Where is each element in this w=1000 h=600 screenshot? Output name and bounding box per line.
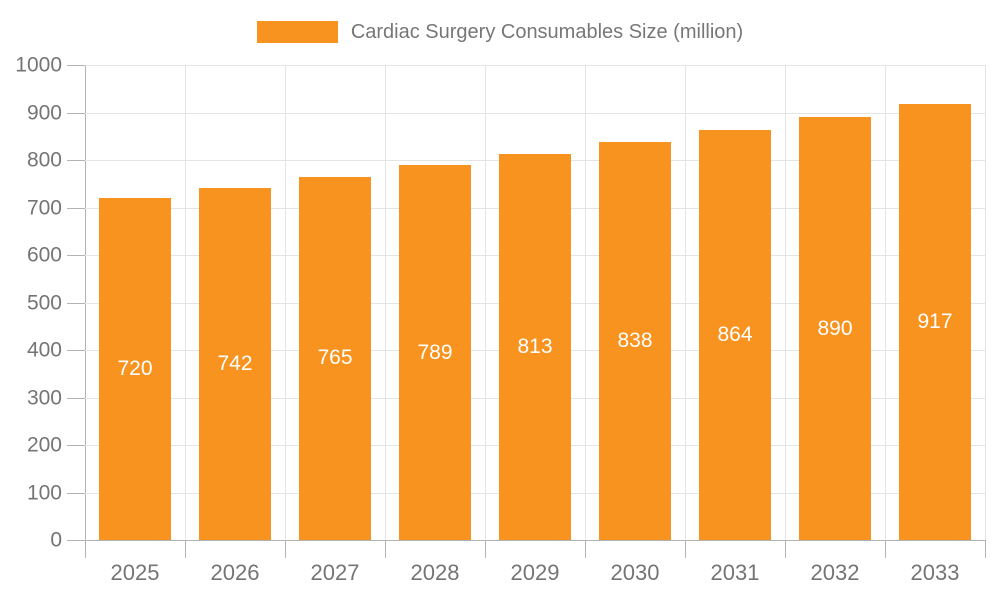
v-gridline xyxy=(885,65,886,540)
v-gridline xyxy=(585,65,586,540)
v-gridline xyxy=(185,65,186,540)
bar-value-label: 813 xyxy=(517,334,553,358)
bar-value-label: 838 xyxy=(617,328,653,352)
x-tick-label: 2027 xyxy=(310,560,360,585)
y-tick-label: 700 xyxy=(26,196,62,219)
y-axis-tick xyxy=(67,350,85,351)
x-axis-tick xyxy=(385,540,386,558)
y-tick-label: 900 xyxy=(26,101,62,124)
v-gridline xyxy=(485,65,486,540)
y-tick-label: 200 xyxy=(26,433,62,457)
y-axis-tick xyxy=(67,207,85,209)
y-axis-tick xyxy=(67,302,85,304)
bar-value-label: 720 xyxy=(117,357,153,380)
bar-2032: 890 xyxy=(799,117,871,540)
v-gridline xyxy=(285,65,286,540)
bar-value-label: 864 xyxy=(717,322,753,346)
bar-2030: 838 xyxy=(599,141,671,540)
x-axis-line xyxy=(85,540,985,541)
y-tick-label: 100 xyxy=(26,481,62,504)
y-axis-tick xyxy=(67,492,85,494)
x-axis-tick xyxy=(985,540,986,558)
y-axis-tick xyxy=(67,397,85,399)
chart-legend: Cardiac Surgery Consumables Size (millio… xyxy=(0,14,1000,50)
plot-area: 720 742 765 789 813 838 864 890 917 xyxy=(85,65,986,540)
bar-value-label: 765 xyxy=(317,346,353,370)
y-tick-label: 300 xyxy=(26,386,62,409)
x-axis-tick xyxy=(885,540,886,558)
y-tick-label: 0 xyxy=(50,528,62,552)
legend-swatch xyxy=(256,21,338,43)
bar-2026: 742 xyxy=(199,187,271,540)
y-axis-tick xyxy=(67,65,85,66)
y-tick-label: 600 xyxy=(26,243,62,267)
x-axis-tick xyxy=(685,540,686,558)
v-gridline xyxy=(385,65,386,540)
x-tick-label: 2033 xyxy=(910,560,960,585)
x-tick-label: 2030 xyxy=(610,560,660,585)
y-axis-tick xyxy=(67,255,85,256)
x-axis-tick xyxy=(785,540,786,558)
y-tick-label: 1000 xyxy=(15,53,62,77)
v-gridline xyxy=(785,65,786,540)
legend-label: Cardiac Surgery Consumables Size (millio… xyxy=(350,20,744,43)
bar-value-label: 789 xyxy=(417,340,453,364)
x-axis-tick xyxy=(185,540,186,558)
bar-2028: 789 xyxy=(399,165,471,540)
bar-value-label: 742 xyxy=(217,351,253,375)
x-axis-tick xyxy=(285,540,286,558)
y-axis-tick xyxy=(67,160,85,161)
x-tick-label: 2029 xyxy=(510,560,560,585)
bar-2033: 917 xyxy=(899,104,971,540)
y-axis-line xyxy=(85,65,86,558)
bar-2031: 864 xyxy=(699,129,771,540)
bar-value-label: 917 xyxy=(917,310,953,334)
x-tick-label: 2025 xyxy=(110,560,160,585)
bar-value-label: 890 xyxy=(817,316,853,340)
y-tick-label: 500 xyxy=(26,291,62,314)
y-axis-tick xyxy=(67,445,85,446)
bar-2027: 765 xyxy=(299,176,371,540)
y-axis-tick xyxy=(67,112,85,114)
v-gridline xyxy=(985,65,986,540)
x-tick-label: 2028 xyxy=(410,560,460,585)
h-gridline xyxy=(85,112,985,114)
x-tick-label: 2032 xyxy=(810,560,860,585)
y-tick-label: 800 xyxy=(26,148,62,172)
y-axis-tick xyxy=(67,540,85,541)
x-axis-tick xyxy=(485,540,486,558)
h-gridline xyxy=(85,65,985,66)
x-tick-label: 2026 xyxy=(210,560,260,585)
x-axis-tick xyxy=(585,540,586,558)
bar-2025: 720 xyxy=(99,198,171,540)
y-tick-label: 400 xyxy=(26,338,62,362)
bar-2029: 813 xyxy=(499,153,571,540)
x-tick-label: 2031 xyxy=(710,560,760,585)
v-gridline xyxy=(685,65,686,540)
